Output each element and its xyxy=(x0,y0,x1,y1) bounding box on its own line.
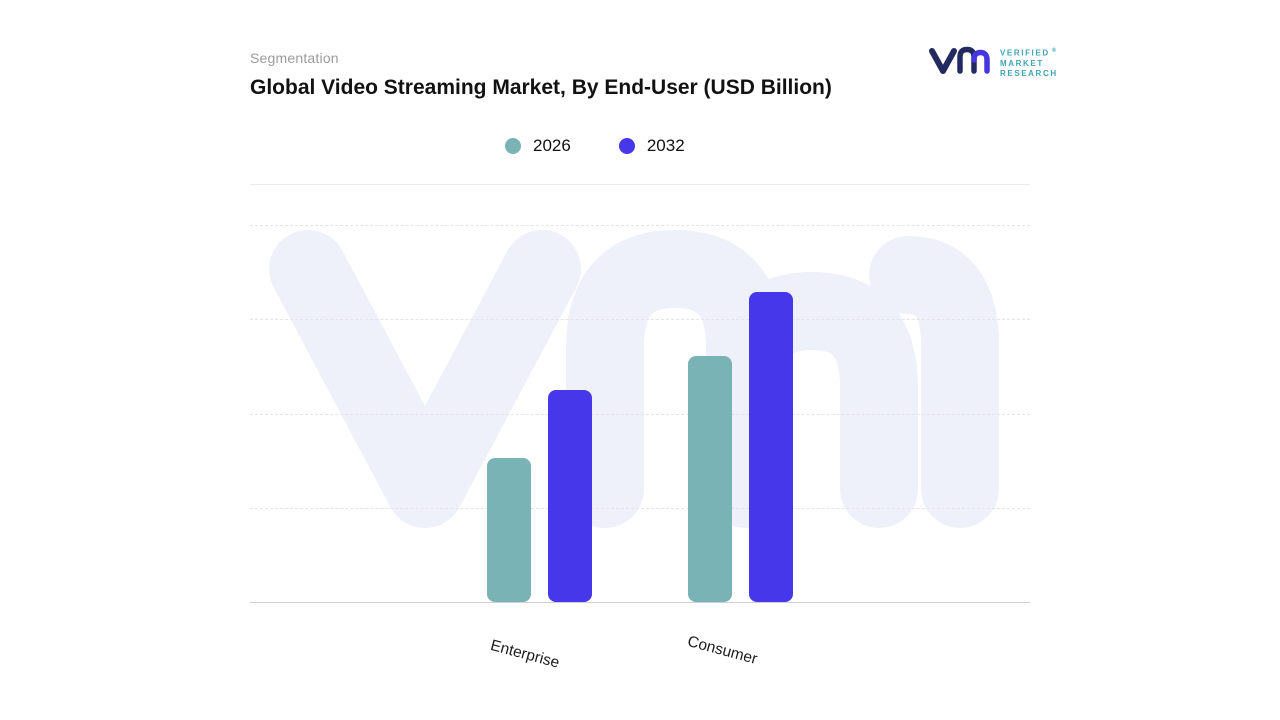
vmr-logo: VERIFIED ® MARKET RESEARCH xyxy=(928,40,1058,85)
x-axis-line xyxy=(250,602,1030,603)
plot-area xyxy=(250,225,1030,603)
legend-label-2026: 2026 xyxy=(533,136,571,155)
legend-item-2026[interactable]: 2026 xyxy=(505,136,571,156)
gridline-1 xyxy=(250,225,1030,226)
vmr-logo-wordmark: VERIFIED ® MARKET RESEARCH xyxy=(1000,46,1058,79)
header-divider xyxy=(250,184,1030,185)
chart-legend: 2026 2032 xyxy=(505,136,685,156)
bar-enterprise-2026[interactable] xyxy=(487,458,531,602)
bar-group-consumer xyxy=(688,292,793,602)
bar-consumer-2032[interactable] xyxy=(749,292,793,602)
logo-line-market: MARKET xyxy=(1000,58,1044,68)
gridline-2 xyxy=(250,319,1030,320)
legend-item-2032[interactable]: 2032 xyxy=(618,136,685,156)
logo-line-verified: VERIFIED xyxy=(1000,48,1050,58)
legend-dot-2026 xyxy=(505,138,521,154)
bar-group-enterprise xyxy=(487,390,592,602)
legend-label-2032: 2032 xyxy=(646,136,685,155)
legend-dot-2032 xyxy=(618,138,635,154)
x-axis-label-consumer: Consumer xyxy=(685,633,760,668)
logo-line-research: RESEARCH xyxy=(1000,68,1058,78)
x-axis-label-enterprise: Enterprise xyxy=(488,637,562,672)
vmr-logo-icon xyxy=(928,40,992,85)
registered-mark: ® xyxy=(1051,48,1058,55)
gridline-3 xyxy=(250,414,1030,415)
bar-enterprise-2032[interactable] xyxy=(548,390,592,602)
segmentation-eyebrow: Segmentation xyxy=(250,50,339,66)
bar-consumer-2026[interactable] xyxy=(688,356,732,602)
gridline-4 xyxy=(250,508,1030,509)
chart-title: Global Video Streaming Market, By End-Us… xyxy=(250,76,832,99)
vmr-watermark-icon xyxy=(260,227,1000,544)
